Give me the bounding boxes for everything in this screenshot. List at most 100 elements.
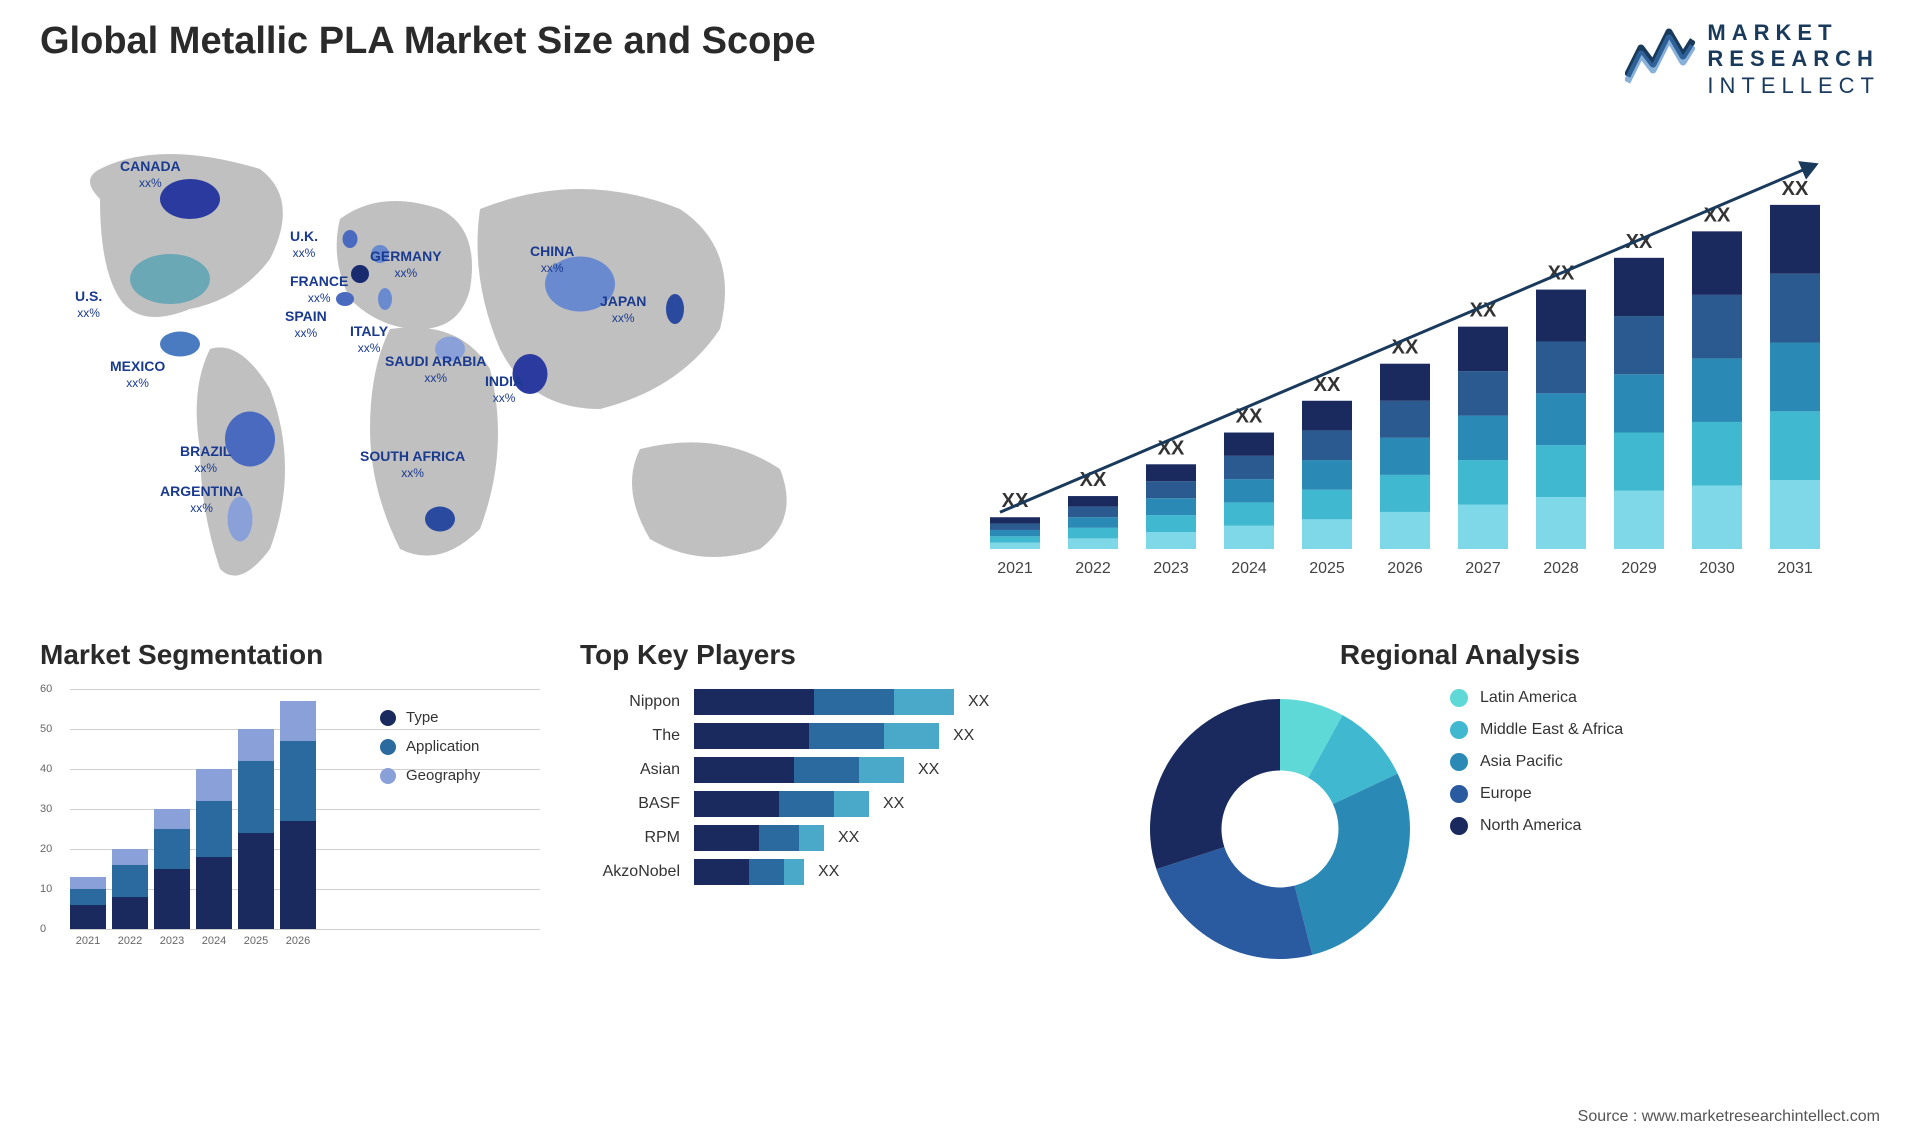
regional-content: Latin America Middle East & Africa Asia Pa… [1140, 689, 1740, 969]
key-player-bar-seg [694, 723, 809, 749]
growth-bar-seg [1536, 342, 1586, 394]
growth-bar-seg [1146, 515, 1196, 532]
key-player-bar-seg [894, 689, 954, 715]
key-player-label: Asian [580, 761, 680, 779]
growth-bar-seg [1770, 412, 1820, 481]
donut-slice [1295, 774, 1410, 955]
seg-xlabel: 2022 [112, 935, 148, 947]
donut-slice [1156, 847, 1312, 959]
seg-xlabel: 2023 [154, 935, 190, 947]
map-label-italy: ITALYxx% [350, 324, 388, 355]
growth-bar-seg [1614, 433, 1664, 491]
key-player-bar [694, 791, 869, 817]
segmentation-title: Market Segmentation [40, 639, 540, 671]
map-label-china: CHINAxx% [530, 244, 574, 275]
growth-bar-seg [1692, 359, 1742, 423]
map-label-canada: CANADAxx% [120, 159, 181, 190]
seg-bar-segment [196, 769, 232, 801]
regional-legend-label: Asia Pacific [1480, 753, 1563, 771]
row-bottom: Market Segmentation 01020304050602021202… [40, 639, 1880, 969]
map-country-mexico [160, 332, 200, 357]
growth-bar-seg [1380, 401, 1430, 438]
growth-bar-chart: XX2021XX2022XX2023XX2024XX2025XX2026XX20… [960, 129, 1880, 599]
growth-bar-seg [1692, 486, 1742, 550]
key-player-row: TheXX [580, 723, 1100, 749]
regional-legend-item: Middle East & Africa [1450, 721, 1623, 739]
growth-bar-seg [1536, 497, 1586, 549]
growth-bar-seg [1614, 491, 1664, 549]
growth-year-label: 2030 [1699, 560, 1735, 577]
growth-bar-seg [990, 517, 1040, 523]
growth-bar-seg [1458, 327, 1508, 371]
growth-year-label: 2027 [1465, 560, 1501, 577]
growth-bar-seg [1302, 490, 1352, 520]
key-player-label: AkzoNobel [580, 863, 680, 881]
donut-svg [1140, 689, 1420, 969]
key-player-label: Nippon [580, 693, 680, 711]
growth-year-label: 2028 [1543, 560, 1579, 577]
regional-legend-label: Latin America [1480, 689, 1577, 707]
logo-line2: RESEARCH [1707, 46, 1880, 72]
regional-legend-dot-icon [1450, 817, 1468, 835]
key-player-bar-seg [694, 825, 759, 851]
regional-title: Regional Analysis [1140, 639, 1780, 671]
seg-xlabel: 2025 [238, 935, 274, 947]
growth-bar-seg [1146, 532, 1196, 549]
growth-bar-seg [1458, 416, 1508, 460]
growth-bar-seg [1458, 371, 1508, 415]
map-label-u.s.: U.S.xx% [75, 289, 102, 320]
growth-bar-seg [1692, 232, 1742, 296]
key-player-bar-seg [884, 723, 939, 749]
seg-gridline [70, 929, 540, 930]
key-player-row: AkzoNobelXX [580, 859, 1100, 885]
growth-bar-seg [1458, 505, 1508, 549]
key-player-bar [694, 859, 804, 885]
regional-legend-label: North America [1480, 817, 1581, 835]
seg-gridline [70, 689, 540, 690]
seg-bar-segment [70, 889, 106, 905]
seg-ytick: 0 [40, 923, 46, 935]
regional-legend-label: Middle East & Africa [1480, 721, 1623, 739]
growth-bar-seg [1146, 481, 1196, 498]
growth-bar-seg [1692, 295, 1742, 359]
growth-year-label: 2031 [1777, 560, 1813, 577]
key-player-bar-seg [809, 723, 884, 749]
seg-bar: 2024 [196, 769, 232, 929]
growth-chart-svg: XX2021XX2022XX2023XX2024XX2025XX2026XX20… [960, 129, 1880, 599]
seg-legend-dot-icon [380, 768, 396, 784]
growth-bar-seg [1224, 503, 1274, 526]
map-label-germany: GERMANYxx% [370, 249, 442, 280]
seg-bar-segment [196, 857, 232, 929]
growth-year-label: 2023 [1153, 560, 1189, 577]
growth-bar-seg [1224, 456, 1274, 479]
key-player-bar-seg [694, 791, 779, 817]
seg-ytick: 40 [40, 763, 52, 775]
growth-bar-seg [1302, 520, 1352, 550]
growth-bar-seg [990, 530, 1040, 536]
regional-legend-dot-icon [1450, 721, 1468, 739]
header: Global Metallic PLA Market Size and Scop… [40, 20, 1880, 99]
seg-bar-segment [112, 849, 148, 865]
map-label-brazil: BRAZILxx% [180, 444, 231, 475]
seg-legend-label: Application [406, 738, 479, 755]
key-player-bar-seg [794, 757, 859, 783]
seg-bar-segment [280, 701, 316, 741]
growth-bar-seg [1068, 517, 1118, 528]
growth-bar-seg [990, 524, 1040, 530]
logo-line3: INTELLECT [1707, 73, 1880, 99]
map-country-japan [666, 294, 684, 324]
page-title: Global Metallic PLA Market Size and Scop… [40, 20, 816, 63]
map-label-spain: SPAINxx% [285, 309, 327, 340]
key-player-value: XX [953, 727, 974, 745]
key-player-bar-seg [799, 825, 824, 851]
growth-bar-seg [1302, 460, 1352, 490]
map-country-south-africa [425, 507, 455, 532]
logo-mark-icon [1625, 20, 1695, 84]
growth-bar-seg [1146, 464, 1196, 481]
growth-bar-seg [1692, 422, 1742, 486]
seg-ytick: 30 [40, 803, 52, 815]
map-label-argentina: ARGENTINAxx% [160, 484, 243, 515]
growth-bar-seg [1068, 507, 1118, 518]
growth-bar-seg [1770, 480, 1820, 549]
regional-legend: Latin America Middle East & Africa Asia Pa… [1450, 689, 1623, 849]
